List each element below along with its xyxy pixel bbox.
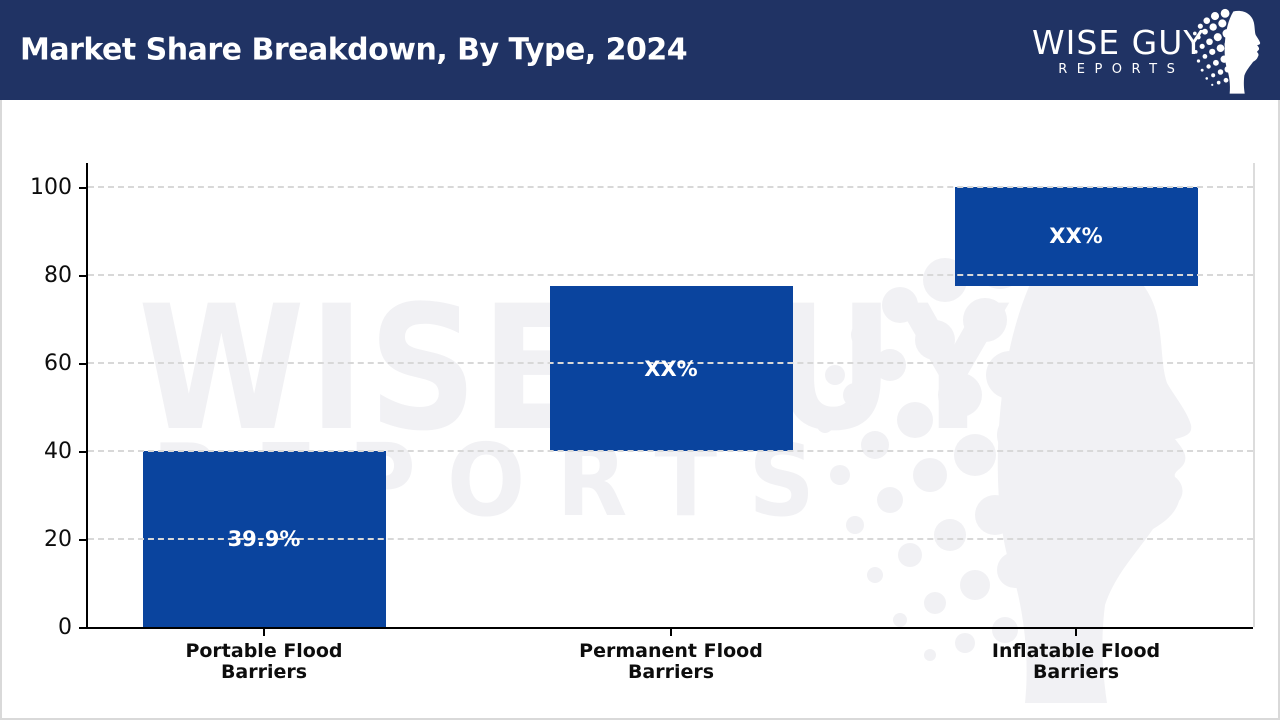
category-label-2: Permanent Flood Barriers <box>579 640 763 683</box>
gridline-20 <box>88 538 1253 540</box>
wiseguy-logo-subtitle: REPORTS <box>1058 62 1185 77</box>
x-tick-1 <box>263 629 265 636</box>
bar-value-label: XX% <box>644 356 698 381</box>
figure-left-border <box>0 100 2 720</box>
x-tick-2 <box>670 629 672 636</box>
plot-right-spine <box>1253 163 1255 627</box>
y-tick-20 <box>79 539 86 541</box>
figure-bottom-border <box>0 718 1280 720</box>
bar-value-label: 39.9% <box>227 527 301 552</box>
y-tick-label-20: 20 <box>44 527 72 552</box>
header-bar: Market Share Breakdown, By Type, 2024 WI… <box>0 0 1280 100</box>
x-tick-3 <box>1075 629 1077 636</box>
y-tick-label-0: 0 <box>58 615 72 640</box>
figure-right-border <box>1278 100 1280 720</box>
bar-permanent-flood-barriers <box>549 285 793 452</box>
category-label-3: Inflatable Flood Barriers <box>991 640 1161 683</box>
gridline-60 <box>88 362 1253 364</box>
y-axis-spine <box>86 163 88 629</box>
page-title: Market Share Breakdown, By Type, 2024 <box>20 32 688 68</box>
wiseguy-logo-wordmark: WISE GUY <box>1032 23 1205 62</box>
gridline-40 <box>88 450 1253 452</box>
y-tick-100 <box>79 187 86 189</box>
chart-plot-area: WISE GUY REPORTS 39.9%XX%XX%020406080100… <box>0 100 1280 720</box>
y-tick-40 <box>79 451 86 453</box>
bar-inflatable-flood-barriers <box>954 187 1198 286</box>
x-axis-spine <box>86 627 1253 629</box>
y-tick-0 <box>79 627 86 629</box>
wiseguy-logo: WISE GUY REPORTS <box>1010 4 1270 96</box>
y-tick-label-40: 40 <box>44 439 72 464</box>
category-label-1: Portable Flood Barriers <box>185 640 343 683</box>
y-tick-label-80: 80 <box>44 263 72 288</box>
wiseguy-face-icon <box>1191 8 1261 94</box>
gridline-100 <box>88 186 1253 188</box>
y-tick-label-60: 60 <box>44 351 72 376</box>
y-tick-60 <box>79 363 86 365</box>
wiseguy-logo-text: WISE GUY REPORTS <box>1032 23 1205 78</box>
y-tick-80 <box>79 275 86 277</box>
y-tick-label-100: 100 <box>30 175 72 200</box>
bar-value-label: XX% <box>1049 224 1103 249</box>
gridline-80 <box>88 274 1253 276</box>
